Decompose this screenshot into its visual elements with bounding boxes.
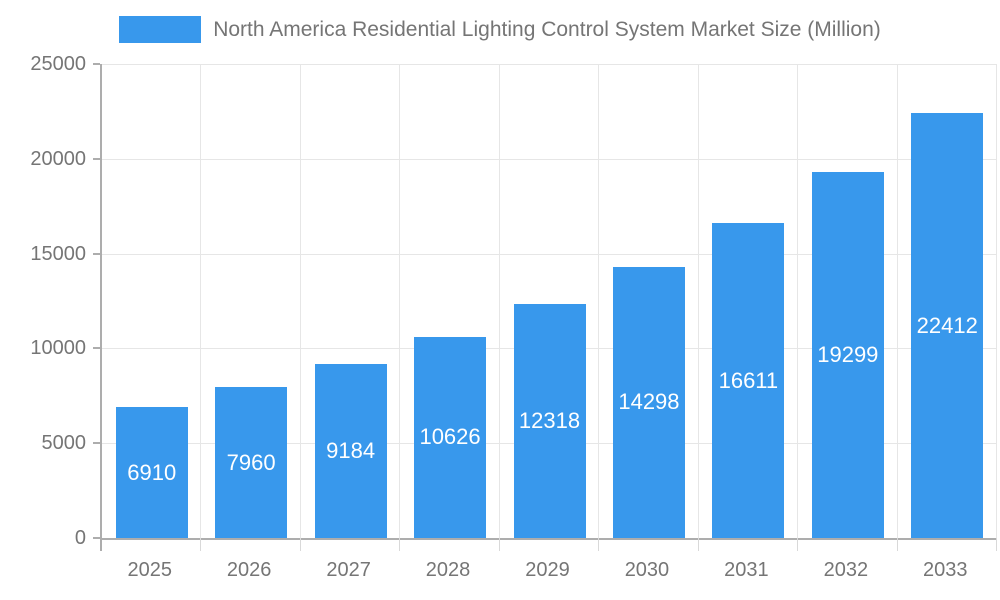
y-axis-tick-label: 10000 [30, 337, 86, 360]
bar-value-label: 6910 [127, 459, 177, 485]
x-axis-tick [399, 538, 401, 551]
x-axis-tick-label: 2032 [823, 559, 869, 581]
y-axis-labels: 0 5000 10000 15000 20000 25000 [0, 53, 87, 549]
bar-2032: 19299 [811, 172, 884, 538]
bar-2028: 10626 [414, 336, 487, 538]
x-axis-tick-label: 2027 [326, 559, 371, 581]
x-axis-tick-label: 2026 [226, 559, 272, 581]
y-axis-tick-label: 0 [74, 527, 86, 549]
v-gridline [200, 64, 202, 538]
h-gridline [102, 253, 997, 255]
x-axis-tick-label: 2029 [525, 559, 570, 581]
x-axis-tick-label: 2031 [724, 559, 769, 581]
bar-2029: 12318 [513, 304, 586, 538]
y-axis-tick-label: 5000 [41, 432, 87, 455]
bar-value-label: 12318 [518, 408, 581, 434]
bar-value-label: 10626 [419, 424, 481, 450]
x-axis-tick [996, 538, 997, 551]
v-gridline [697, 64, 699, 538]
bar-value-label: 7960 [226, 449, 276, 475]
y-axis-tick-label: 20000 [30, 147, 86, 170]
plot-area: 6910 7960 9184 10626 12318 14298 16611 19299 224… [93, 63, 997, 551]
bar-value-label: 19299 [817, 342, 879, 368]
y-axis-tick [93, 347, 100, 350]
y-axis-tick [93, 157, 100, 160]
y-axis-tick-label: 15000 [30, 242, 86, 265]
v-gridline [498, 64, 500, 538]
x-axis-tick [200, 538, 202, 551]
bar-value-label: 22412 [916, 312, 978, 338]
y-axis-tick-label: 25000 [30, 53, 86, 75]
h-gridline [102, 158, 997, 160]
legend-item[interactable]: North America Residential Lighting Contr… [119, 16, 881, 43]
x-axis-tick-label: 2025 [127, 559, 172, 581]
x-axis-tick [100, 538, 102, 551]
x-axis-tick-label: 2033 [923, 559, 968, 581]
bar-2031: 16611 [712, 223, 785, 538]
v-gridline [996, 64, 997, 538]
x-axis-tick [498, 538, 500, 551]
bar-value-label: 9184 [326, 437, 376, 463]
legend-label: North America Residential Lighting Contr… [213, 17, 881, 41]
x-axis-tick [697, 538, 699, 551]
v-gridline [399, 64, 401, 538]
y-axis-tick [93, 442, 100, 445]
x-axis-tick-label: 2028 [425, 559, 471, 581]
bar-value-label: 14298 [618, 389, 680, 415]
y-axis-tick [93, 63, 100, 65]
y-axis-tick [93, 252, 100, 255]
legend: North America Residential Lighting Contr… [0, 16, 1000, 43]
x-axis-tick-label: 2030 [624, 559, 670, 581]
bar-value-label: 16611 [718, 367, 779, 393]
h-gridline [102, 64, 997, 65]
bar-2033: 22412 [911, 113, 984, 538]
v-gridline [896, 64, 898, 538]
x-axis-labels: 2025 2026 2027 2028 2029 2030 2031 2032 2033 [100, 555, 995, 585]
bar-2026: 7960 [215, 387, 288, 538]
bar-2025: 6910 [115, 407, 188, 538]
v-gridline [598, 64, 600, 538]
y-axis-tick [93, 537, 100, 539]
x-axis-tick [797, 538, 799, 551]
x-axis-tick [896, 538, 898, 551]
bar-2030: 14298 [612, 266, 685, 538]
x-axis-tick [598, 538, 600, 551]
bar-2027: 9184 [314, 363, 387, 538]
legend-swatch [119, 16, 202, 43]
x-axis-tick [299, 538, 301, 551]
v-gridline [299, 64, 301, 538]
v-gridline [797, 64, 799, 538]
